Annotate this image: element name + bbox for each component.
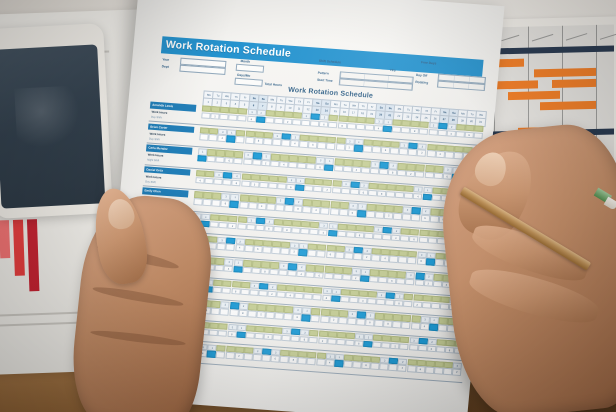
left-chart-bar bbox=[12, 219, 25, 276]
row-label-shift: Day Shift bbox=[148, 137, 160, 141]
gantt-bar bbox=[552, 78, 596, 88]
row-label-work-hours: Work Hours bbox=[147, 152, 164, 158]
schedule-shift-cell[interactable]: 2 bbox=[451, 368, 462, 376]
field-input-month[interactable] bbox=[235, 63, 265, 73]
field-input-daysmo[interactable] bbox=[234, 77, 263, 87]
tablet-screen[interactable] bbox=[0, 44, 106, 209]
schedule-shift-cell[interactable] bbox=[473, 132, 484, 140]
shift-hrs-label: Hrs bbox=[390, 68, 396, 73]
field-label-dept: Dept bbox=[161, 64, 169, 69]
row-label-shift: Day Shift bbox=[150, 115, 162, 120]
left-chart-bar bbox=[26, 219, 40, 292]
field-label-year: Year bbox=[162, 57, 170, 62]
gantt-bar bbox=[534, 67, 596, 78]
gantt-tick bbox=[531, 33, 554, 42]
field-label-total-hours: Total Hours bbox=[264, 81, 283, 88]
left-chart-bar bbox=[0, 220, 11, 259]
gantt-bar bbox=[540, 100, 596, 111]
shift-row-label-pattern: Pattern bbox=[317, 70, 329, 76]
gantt-bar bbox=[494, 80, 538, 90]
tablet-device[interactable] bbox=[0, 23, 113, 219]
gantt-tick bbox=[599, 32, 616, 40]
free-days-label-rotating: Rotating bbox=[415, 79, 429, 85]
free-days-label-dayoff: Day Off bbox=[415, 72, 428, 78]
shift-row-label-start-time: Start Time bbox=[316, 77, 333, 83]
row-label-work-hours: Work Hours bbox=[151, 109, 168, 115]
gantt-bar bbox=[508, 90, 560, 101]
row-label-shift: Day Shift bbox=[145, 180, 156, 184]
field-label-month: Month bbox=[240, 59, 251, 64]
row-label-shift: Night Shift bbox=[147, 158, 160, 163]
gantt-tick bbox=[565, 33, 588, 41]
row-label-work-hours: Work Hours bbox=[145, 174, 162, 180]
row-label-work-hours: Work Hours bbox=[149, 131, 166, 137]
screen-glare bbox=[13, 85, 82, 149]
